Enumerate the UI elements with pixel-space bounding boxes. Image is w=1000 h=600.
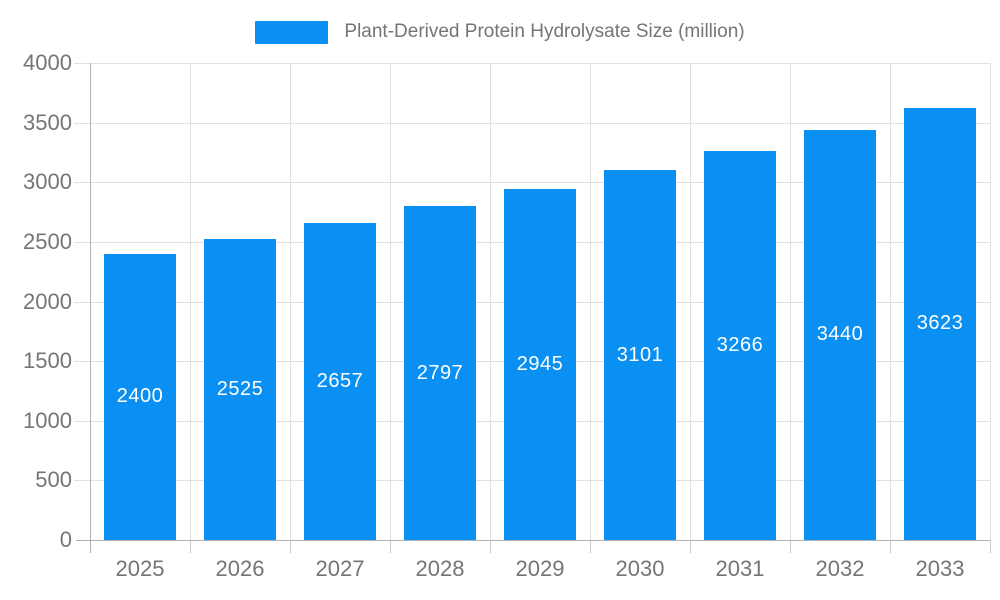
y-axis-tick-label: 500 — [35, 467, 72, 493]
y-gridline — [74, 182, 990, 184]
bar-value-label: 3440 — [816, 323, 864, 346]
x-gridline — [890, 63, 891, 540]
y-axis-tick-label: 2000 — [23, 288, 72, 314]
bar[interactable]: 3623 — [904, 107, 976, 540]
x-axis-tick — [490, 540, 491, 553]
x-axis-tick-label: 2027 — [315, 556, 365, 581]
bar[interactable]: 2657 — [304, 223, 376, 540]
x-axis-tick — [390, 540, 391, 553]
x-axis-tick-label: 2026 — [215, 556, 265, 581]
x-axis-tick — [690, 540, 691, 553]
x-gridline — [690, 63, 691, 540]
x-axis-tick — [790, 540, 791, 553]
y-axis-tick-label: 1000 — [23, 407, 72, 433]
bar[interactable]: 2797 — [404, 206, 476, 540]
y-axis-line — [90, 63, 91, 553]
x-axis-tick-label: 2029 — [515, 556, 565, 581]
x-axis-tick — [190, 540, 191, 553]
x-axis-tick-label: 2031 — [715, 556, 765, 581]
x-axis-tick-label: 2032 — [815, 556, 865, 581]
y-axis-tick-label: 2500 — [23, 228, 72, 254]
y-axis-tick-label: 3000 — [23, 169, 72, 195]
bar-value-label: 2400 — [116, 385, 164, 408]
y-axis-tick-label: 4000 — [23, 50, 72, 75]
legend-label: Plant-Derived Protein Hydrolysate Size (… — [344, 21, 745, 42]
bar-value-label: 3101 — [616, 343, 664, 366]
bar-value-label: 3623 — [916, 312, 964, 335]
x-gridline — [490, 63, 491, 540]
chart-legend[interactable]: Plant-Derived Protein Hydrolysate Size (… — [0, 15, 1000, 49]
bar[interactable]: 2400 — [104, 253, 176, 540]
x-axis-tick — [290, 540, 291, 553]
x-gridline — [990, 63, 991, 540]
y-axis-tick-label: 3500 — [23, 109, 72, 135]
x-axis-tick — [890, 540, 891, 553]
y-gridline — [74, 122, 990, 124]
x-gridline — [190, 63, 191, 540]
x-gridline — [590, 63, 591, 540]
bar-value-label: 3266 — [716, 333, 764, 356]
bar-value-label: 2797 — [416, 361, 464, 384]
y-gridline — [74, 63, 990, 64]
x-axis-tick — [990, 540, 991, 553]
legend-swatch-icon — [255, 20, 329, 44]
x-gridline — [390, 63, 391, 540]
x-axis-line — [76, 540, 990, 541]
y-axis-tick-label: 0 — [59, 527, 72, 552]
bar-value-label: 2525 — [216, 377, 264, 400]
bar[interactable]: 3266 — [704, 150, 776, 540]
x-gridline — [790, 63, 791, 540]
x-axis-tick-label: 2030 — [615, 556, 665, 581]
bar-value-label: 2657 — [316, 370, 364, 393]
x-gridline — [290, 63, 291, 540]
bar[interactable]: 2945 — [504, 188, 576, 540]
bar[interactable]: 3440 — [804, 129, 876, 540]
bar[interactable]: 3101 — [604, 170, 676, 540]
x-axis-tick-label: 2025 — [115, 556, 165, 581]
bar-value-label: 2945 — [516, 352, 564, 375]
x-axis-tick-label: 2033 — [915, 556, 965, 581]
x-axis-tick-label: 2028 — [415, 556, 465, 581]
bar[interactable]: 2525 — [204, 238, 276, 540]
y-axis-tick-label: 1500 — [23, 348, 72, 374]
x-axis-tick — [590, 540, 591, 553]
